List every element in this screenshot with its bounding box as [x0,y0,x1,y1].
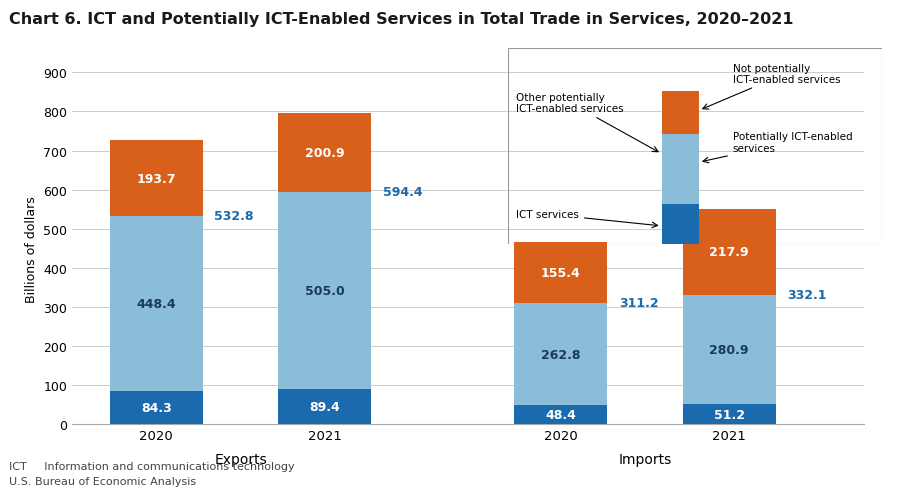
Bar [514,243,607,303]
Bar [662,205,699,244]
Text: 262.8: 262.8 [541,348,580,361]
Text: 332.1: 332.1 [788,288,827,302]
Text: 84.3: 84.3 [141,402,172,415]
Text: Exports: Exports [214,452,267,466]
Text: U.S. Bureau of Economic Analysis: U.S. Bureau of Economic Analysis [9,476,196,486]
Bar [110,392,202,425]
Bar [514,406,607,425]
Text: 217.9: 217.9 [709,246,749,259]
Text: ICT     Information and communications technology: ICT Information and communications techn… [9,461,294,471]
Text: Imports: Imports [618,452,671,466]
Bar [683,405,776,425]
Text: 155.4: 155.4 [541,266,580,279]
Y-axis label: Billions of dollars: Billions of dollars [24,196,38,302]
Text: 193.7: 193.7 [137,172,176,185]
Bar [683,210,776,295]
Text: 532.8: 532.8 [214,210,254,223]
Bar [683,295,776,405]
Text: Potentially ICT-enabled
services: Potentially ICT-enabled services [703,132,852,163]
Text: 48.4: 48.4 [545,408,576,422]
Bar [662,135,699,205]
Text: Not potentially
ICT-enabled services: Not potentially ICT-enabled services [703,63,841,110]
Bar [514,303,607,406]
Text: ICT services: ICT services [516,210,658,228]
Bar [110,141,202,217]
Bar [278,192,371,389]
Text: 200.9: 200.9 [305,147,345,160]
Text: 505.0: 505.0 [305,285,345,298]
Text: 311.2: 311.2 [619,297,659,309]
Bar [110,217,202,392]
Bar [662,92,699,135]
Text: 51.2: 51.2 [714,408,744,421]
Text: 448.4: 448.4 [137,298,176,310]
Text: Other potentially
ICT-enabled services: Other potentially ICT-enabled services [516,93,658,152]
Text: 594.4: 594.4 [382,186,422,199]
Bar [278,114,371,192]
Text: 280.9: 280.9 [709,343,749,356]
Text: Chart 6. ICT and Potentially ICT-Enabled Services in Total Trade in Services, 20: Chart 6. ICT and Potentially ICT-Enabled… [9,12,794,27]
Text: 89.4: 89.4 [310,401,340,414]
Bar [278,389,371,425]
